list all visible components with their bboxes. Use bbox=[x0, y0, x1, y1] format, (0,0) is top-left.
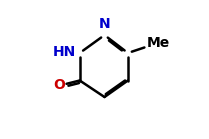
Text: Me: Me bbox=[147, 36, 170, 50]
Text: N: N bbox=[99, 17, 110, 31]
Text: O: O bbox=[53, 78, 65, 92]
Text: HN: HN bbox=[52, 45, 76, 59]
